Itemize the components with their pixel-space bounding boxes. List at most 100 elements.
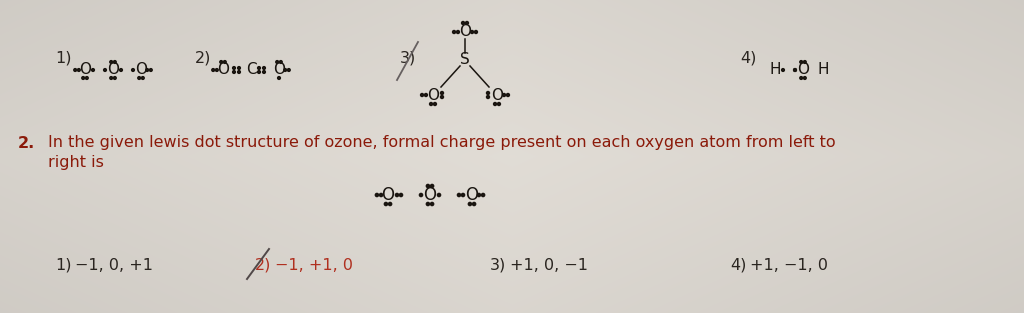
Circle shape bbox=[110, 61, 113, 64]
Text: 2.: 2. bbox=[18, 136, 35, 151]
Text: 1): 1) bbox=[55, 50, 72, 65]
Circle shape bbox=[472, 203, 476, 206]
Circle shape bbox=[275, 61, 279, 64]
Circle shape bbox=[284, 69, 287, 71]
Circle shape bbox=[388, 203, 392, 206]
Circle shape bbox=[74, 69, 77, 71]
Circle shape bbox=[471, 30, 473, 33]
Circle shape bbox=[503, 94, 506, 96]
Circle shape bbox=[145, 69, 148, 71]
Text: O: O bbox=[79, 63, 91, 78]
Circle shape bbox=[800, 77, 803, 80]
Circle shape bbox=[468, 203, 471, 206]
Text: 3): 3) bbox=[490, 258, 506, 273]
Circle shape bbox=[85, 77, 88, 80]
Circle shape bbox=[138, 77, 140, 80]
Text: 2): 2) bbox=[195, 50, 211, 65]
Text: 2): 2) bbox=[255, 258, 271, 273]
Text: S: S bbox=[460, 53, 470, 68]
Circle shape bbox=[430, 203, 434, 206]
Text: O: O bbox=[466, 186, 478, 204]
Text: O: O bbox=[490, 88, 503, 102]
Text: H: H bbox=[769, 63, 780, 78]
Circle shape bbox=[425, 94, 427, 96]
Circle shape bbox=[440, 95, 443, 99]
Circle shape bbox=[440, 91, 443, 95]
Circle shape bbox=[238, 67, 241, 69]
Circle shape bbox=[103, 69, 106, 71]
Circle shape bbox=[781, 69, 784, 71]
Circle shape bbox=[258, 71, 260, 74]
Circle shape bbox=[212, 69, 215, 71]
Text: O: O bbox=[217, 63, 229, 78]
Circle shape bbox=[453, 30, 456, 33]
Circle shape bbox=[426, 203, 429, 206]
Text: O: O bbox=[797, 63, 809, 78]
Circle shape bbox=[82, 77, 85, 80]
Circle shape bbox=[384, 203, 387, 206]
Circle shape bbox=[150, 69, 153, 71]
Text: O: O bbox=[427, 88, 439, 102]
Circle shape bbox=[238, 71, 241, 74]
Circle shape bbox=[462, 193, 465, 197]
Text: In the given lewis dot structure of ozone, formal charge present on each oxygen : In the given lewis dot structure of ozon… bbox=[48, 136, 836, 151]
Circle shape bbox=[430, 184, 434, 187]
Circle shape bbox=[376, 193, 379, 197]
Circle shape bbox=[141, 77, 144, 80]
Circle shape bbox=[395, 193, 398, 197]
Circle shape bbox=[804, 77, 806, 80]
Text: O: O bbox=[459, 24, 471, 39]
Circle shape bbox=[426, 184, 429, 187]
Circle shape bbox=[220, 61, 222, 64]
Text: O: O bbox=[135, 63, 147, 78]
Circle shape bbox=[474, 30, 477, 33]
Circle shape bbox=[232, 71, 236, 74]
Circle shape bbox=[486, 95, 489, 99]
Circle shape bbox=[457, 30, 460, 33]
Circle shape bbox=[494, 102, 497, 105]
Circle shape bbox=[794, 69, 797, 71]
Circle shape bbox=[262, 71, 265, 74]
Circle shape bbox=[132, 69, 134, 71]
Circle shape bbox=[380, 193, 383, 197]
Circle shape bbox=[804, 61, 806, 64]
Circle shape bbox=[437, 193, 440, 197]
Text: O: O bbox=[382, 186, 394, 204]
Circle shape bbox=[800, 61, 803, 64]
Circle shape bbox=[278, 77, 281, 80]
Circle shape bbox=[288, 69, 290, 71]
Circle shape bbox=[420, 193, 423, 197]
Circle shape bbox=[507, 94, 510, 96]
Circle shape bbox=[399, 193, 402, 197]
Text: 3): 3) bbox=[400, 50, 416, 65]
Text: right is: right is bbox=[48, 155, 103, 170]
Circle shape bbox=[498, 102, 501, 105]
Circle shape bbox=[232, 67, 236, 69]
Circle shape bbox=[215, 69, 218, 71]
Text: H: H bbox=[817, 63, 828, 78]
Text: −1, +1, 0: −1, +1, 0 bbox=[275, 258, 353, 273]
Text: −1, 0, +1: −1, 0, +1 bbox=[75, 258, 153, 273]
Circle shape bbox=[120, 69, 123, 71]
Text: C: C bbox=[246, 63, 256, 78]
Text: O: O bbox=[273, 63, 285, 78]
Circle shape bbox=[429, 102, 432, 105]
Circle shape bbox=[433, 102, 436, 105]
Circle shape bbox=[114, 61, 116, 64]
Text: +1, −1, 0: +1, −1, 0 bbox=[750, 258, 828, 273]
Circle shape bbox=[458, 193, 461, 197]
Circle shape bbox=[462, 22, 465, 24]
Text: 4): 4) bbox=[730, 258, 746, 273]
Circle shape bbox=[262, 67, 265, 69]
Circle shape bbox=[421, 94, 424, 96]
Text: 4): 4) bbox=[740, 50, 757, 65]
Circle shape bbox=[114, 77, 116, 80]
Circle shape bbox=[110, 77, 113, 80]
Circle shape bbox=[486, 91, 489, 95]
Circle shape bbox=[258, 67, 260, 69]
Text: +1, 0, −1: +1, 0, −1 bbox=[510, 258, 588, 273]
Circle shape bbox=[91, 69, 94, 71]
Text: O: O bbox=[424, 186, 436, 204]
Text: 1): 1) bbox=[55, 258, 72, 273]
Circle shape bbox=[794, 69, 797, 71]
